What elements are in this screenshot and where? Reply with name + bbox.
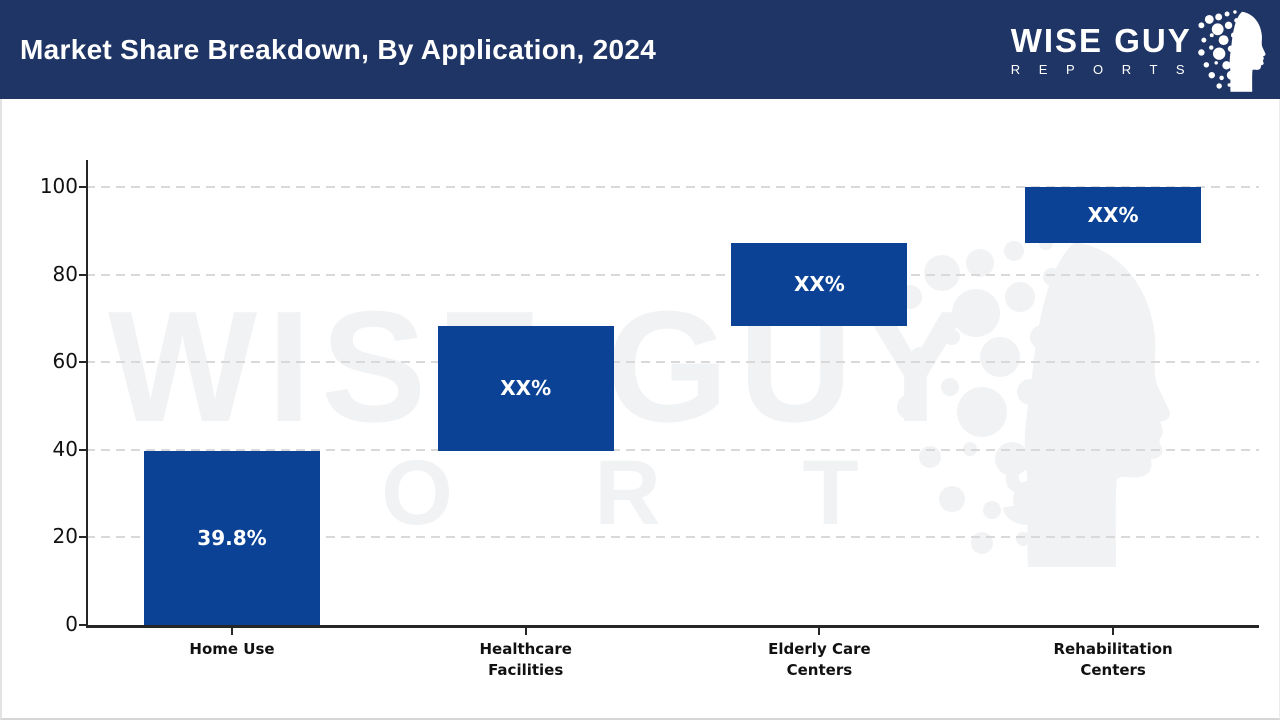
y-tick-mark xyxy=(79,273,86,276)
x-category-line: Facilities xyxy=(488,661,564,679)
y-tick-label: 100 xyxy=(39,174,78,198)
x-category-line: Home Use xyxy=(189,640,275,658)
x-category-label: Elderly Care Centers xyxy=(699,639,939,681)
bar-value-label: 39.8% xyxy=(197,525,267,550)
waterfall-bar: XX% xyxy=(731,242,908,327)
header-bar: Market Share Breakdown, By Application, … xyxy=(0,0,1280,99)
x-category-label: Home Use xyxy=(112,639,352,660)
y-tick-mark xyxy=(79,186,86,188)
bar-value-label: XX% xyxy=(1087,202,1139,227)
logo-head-icon xyxy=(1194,8,1268,92)
waterfall-chart: 0 20 40 60 80 100 39.8% Home Use XX% Healthcare Fa… xyxy=(2,99,1279,718)
x-axis xyxy=(86,625,1259,628)
y-tick-label: 80 xyxy=(52,261,78,286)
y-tick-mark xyxy=(79,448,86,451)
y-axis xyxy=(86,160,88,628)
x-tick-mark xyxy=(231,628,233,635)
bar-value-label: XX% xyxy=(793,272,845,297)
bar-value-label: XX% xyxy=(500,376,552,401)
gridline xyxy=(86,361,1259,364)
gridline xyxy=(86,186,1259,188)
y-tick-mark xyxy=(79,624,86,626)
logo-line-reports: R E P O R T S xyxy=(1010,61,1192,77)
waterfall-bar: 39.8% xyxy=(144,450,320,625)
x-tick-mark xyxy=(1112,628,1115,635)
logo-wordmark: WISE GUY R E P O R T S xyxy=(1010,22,1192,77)
y-tick-label: 0 xyxy=(65,612,78,636)
waterfall-bar: XX% xyxy=(437,326,614,451)
x-tick-mark xyxy=(524,628,527,635)
wise-guy-reports-logo: WISE GUY R E P O R T S xyxy=(1011,7,1268,93)
chart-title: Market Share Breakdown, By Application, … xyxy=(20,33,657,65)
gridline xyxy=(86,273,1259,276)
watermark-text-reports: P O R T S xyxy=(180,442,1120,544)
x-category-line: Centers xyxy=(1080,661,1146,679)
y-tick-label: 40 xyxy=(52,436,78,461)
x-category-line: Healthcare xyxy=(479,640,572,658)
x-category-line: Elderly Care xyxy=(768,640,871,658)
y-tick-mark xyxy=(79,361,86,364)
y-tick-label: 20 xyxy=(52,524,78,549)
logo-line-wise-guy: WISE GUY xyxy=(1010,22,1192,60)
chart-card: WISE GUY P O R T S 0 20 40 60 80 100 39.8% Home… xyxy=(0,99,1280,720)
x-category-line: Rehabilitation xyxy=(1053,640,1173,658)
waterfall-bar: XX% xyxy=(1025,187,1202,243)
y-tick-label: 60 xyxy=(52,349,78,374)
x-tick-mark xyxy=(818,628,821,635)
gridline xyxy=(86,536,1259,539)
x-category-line: Centers xyxy=(786,661,853,679)
gridline xyxy=(86,448,1259,451)
x-category-label: Rehabilitation Centers xyxy=(993,639,1233,681)
x-category-label: Healthcare Facilities xyxy=(406,639,646,681)
y-tick-mark xyxy=(79,536,86,539)
